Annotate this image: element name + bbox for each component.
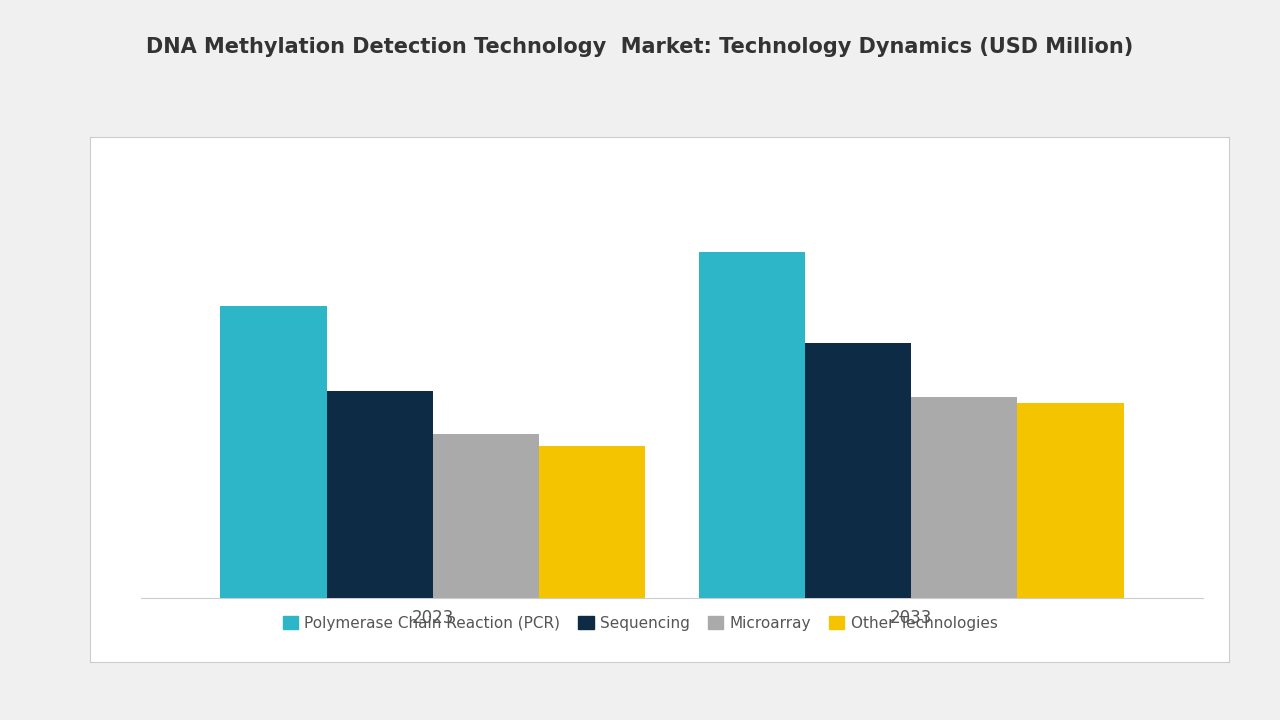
Bar	[911, 397, 1018, 598]
Bar	[220, 306, 326, 598]
Bar	[805, 343, 911, 598]
Bar	[1018, 403, 1124, 598]
Legend: Polymerase Chain Reaction (PCR), Sequencing, Microarray, Other Technologies: Polymerase Chain Reaction (PCR), Sequenc…	[276, 609, 1004, 636]
Bar	[433, 433, 539, 598]
Bar	[326, 391, 433, 598]
Bar	[699, 252, 805, 598]
Text: DNA Methylation Detection Technology  Market: Technology Dynamics (USD Million): DNA Methylation Detection Technology Mar…	[146, 37, 1134, 57]
Bar	[539, 446, 645, 598]
